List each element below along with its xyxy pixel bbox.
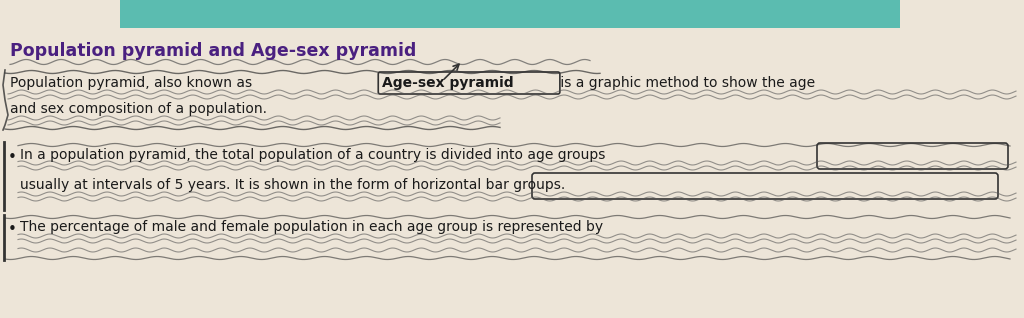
Text: •: • <box>8 222 16 237</box>
Text: and sex composition of a population.: and sex composition of a population. <box>10 102 267 116</box>
Text: •: • <box>8 150 16 165</box>
Text: In a population pyramid, the total population of a country is divided into age g: In a population pyramid, the total popul… <box>20 148 605 162</box>
Text: is a graphic method to show the age: is a graphic method to show the age <box>556 76 815 90</box>
Text: usually at intervals of 5 years. It is shown in the form of horizontal bar group: usually at intervals of 5 years. It is s… <box>20 178 565 192</box>
Bar <box>120 0 900 28</box>
Text: The percentage of male and female population in each age group is represented by: The percentage of male and female popula… <box>20 220 603 234</box>
Text: Population pyramid and Age-sex pyramid: Population pyramid and Age-sex pyramid <box>10 42 417 60</box>
Text: Age-sex pyramid: Age-sex pyramid <box>382 76 514 90</box>
Text: Population pyramid, also known as: Population pyramid, also known as <box>10 76 256 90</box>
